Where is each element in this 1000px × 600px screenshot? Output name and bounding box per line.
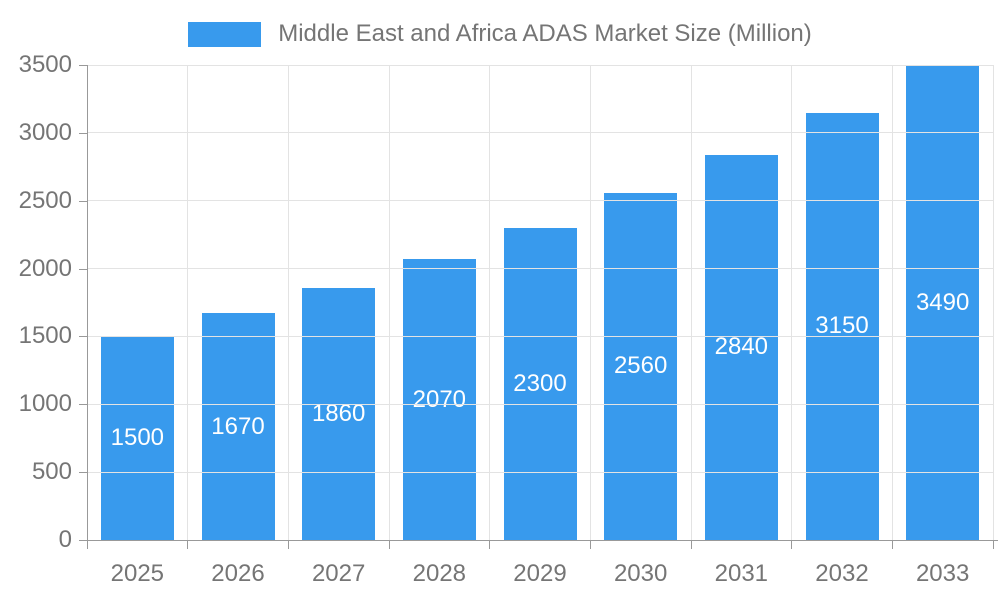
- h-gridline: [87, 64, 993, 66]
- bar-value-label: 1670: [211, 412, 265, 440]
- bar[interactable]: 2300: [503, 227, 577, 540]
- y-axis-tick: [79, 336, 87, 338]
- v-gridline: [388, 65, 390, 540]
- y-axis-tick: [79, 200, 87, 202]
- y-axis-tick: [79, 65, 87, 66]
- y-axis-tick: [79, 268, 87, 270]
- v-gridline: [287, 65, 289, 540]
- bar-value-label: 2560: [613, 352, 668, 380]
- x-tick-label: 2028: [412, 560, 467, 587]
- x-axis-tick: [287, 540, 289, 549]
- legend: Middle East and Africa ADAS Market Size …: [0, 20, 1000, 48]
- x-axis-tick: [690, 540, 692, 549]
- x-axis-tick: [388, 540, 390, 549]
- x-tick-label: 2032: [815, 560, 869, 587]
- y-axis-tick: [79, 132, 87, 134]
- chart-title: Middle East and Africa ADAS Market Size …: [278, 20, 812, 47]
- y-axis-tick: [79, 472, 87, 474]
- x-axis-tick: [86, 540, 88, 549]
- bar[interactable]: 2070: [402, 259, 476, 540]
- bar[interactable]: 1500: [100, 336, 174, 540]
- bar-value-label: 1500: [110, 424, 165, 452]
- y-tick-label: 500: [31, 458, 72, 486]
- x-axis-tick: [187, 540, 189, 549]
- v-gridline: [489, 65, 491, 540]
- bar-value-label: 3150: [815, 312, 869, 340]
- x-tick-label: 2026: [211, 560, 265, 587]
- x-tick-label: 2031: [714, 560, 769, 587]
- y-axis-tick: [79, 540, 87, 541]
- h-gridline: [87, 268, 993, 270]
- y-tick-label: 1500: [18, 322, 72, 350]
- v-gridline: [690, 65, 692, 540]
- x-tick-label: 2025: [110, 560, 165, 587]
- bar[interactable]: 3490: [906, 66, 980, 540]
- bar-value-label: 2300: [513, 369, 567, 397]
- x-axis-tick: [992, 540, 994, 549]
- h-gridline: [87, 403, 993, 405]
- bar[interactable]: 2560: [604, 192, 678, 540]
- y-tick-label: 0: [58, 526, 72, 553]
- v-gridline: [791, 65, 793, 540]
- y-tick-label: 3000: [18, 118, 72, 146]
- bar[interactable]: 3150: [805, 112, 879, 540]
- v-gridline: [589, 65, 591, 540]
- y-tick-label: 2500: [18, 186, 72, 214]
- x-tick-label: 2030: [613, 560, 668, 587]
- y-tick-label: 3500: [18, 51, 72, 78]
- bar[interactable]: 1860: [302, 287, 376, 540]
- bar-value-label: 2840: [714, 333, 769, 361]
- h-gridline: [87, 471, 993, 473]
- v-gridline: [187, 65, 189, 540]
- bar-value-label: 3490: [915, 289, 970, 317]
- h-gridline: [87, 200, 993, 202]
- bar[interactable]: 2840: [704, 154, 778, 540]
- legend-item[interactable]: Middle East and Africa ADAS Market Size …: [188, 20, 812, 48]
- legend-swatch-icon: [188, 21, 262, 47]
- x-axis-tick: [489, 540, 491, 549]
- v-gridline: [891, 65, 893, 540]
- x-axis-tick: [791, 540, 793, 549]
- y-tick-label: 2000: [18, 254, 72, 282]
- y-axis-line: [87, 65, 88, 540]
- bar-value-label: 2070: [412, 385, 467, 413]
- x-axis-tick: [891, 540, 893, 549]
- h-gridline: [87, 335, 993, 337]
- x-tick-label: 2027: [311, 560, 366, 587]
- v-gridline: [992, 65, 994, 540]
- x-axis-line: [87, 540, 998, 541]
- x-axis-tick: [589, 540, 591, 549]
- y-tick-label: 1000: [18, 390, 72, 418]
- x-tick-label: 2033: [915, 560, 970, 587]
- h-gridline: [87, 132, 993, 134]
- x-tick-label: 2029: [513, 560, 567, 587]
- y-axis-tick: [79, 404, 87, 406]
- bar[interactable]: 1670: [201, 313, 275, 540]
